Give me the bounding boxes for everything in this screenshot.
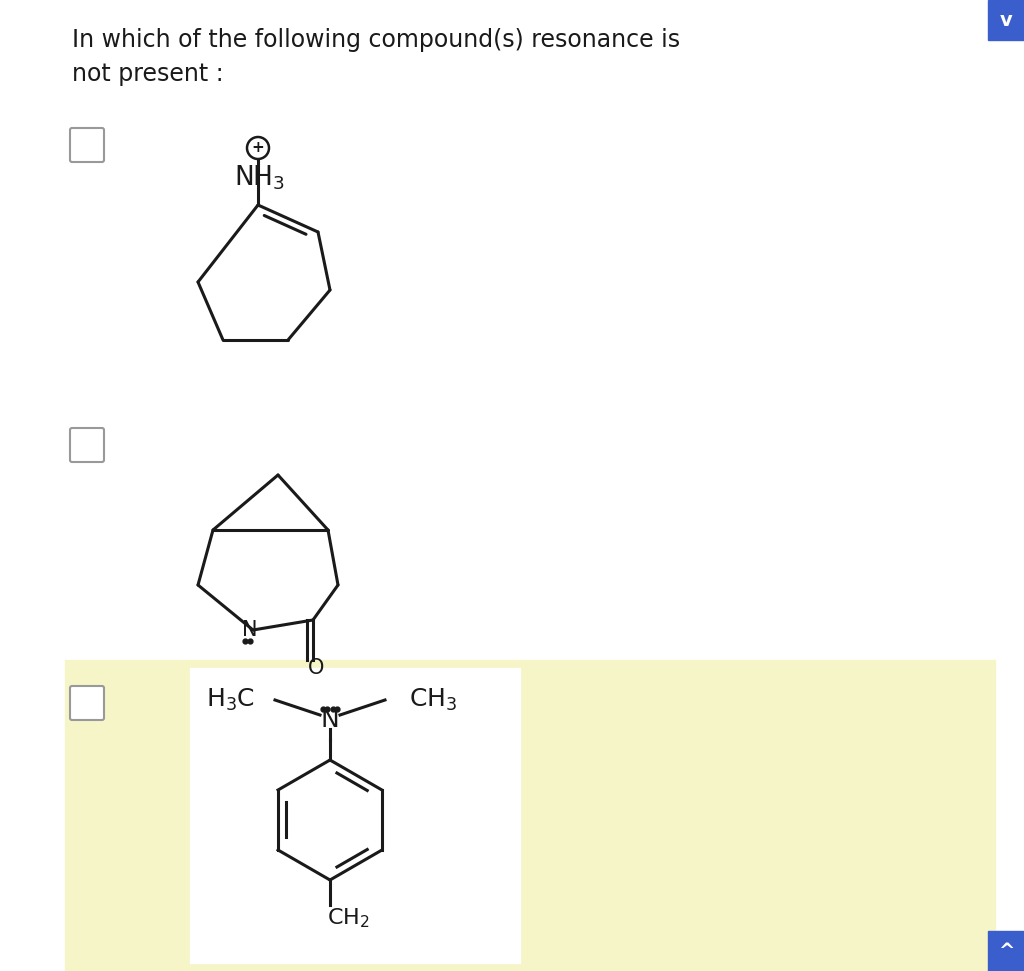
Text: v: v bbox=[999, 11, 1013, 29]
FancyBboxPatch shape bbox=[70, 128, 104, 162]
Text: not present :: not present : bbox=[72, 62, 223, 86]
Bar bbox=[988, 0, 1024, 40]
Bar bbox=[190, 668, 520, 963]
FancyBboxPatch shape bbox=[70, 686, 104, 720]
Text: ^: ^ bbox=[997, 942, 1014, 960]
Text: NH$_3$: NH$_3$ bbox=[234, 163, 286, 191]
Text: N: N bbox=[321, 708, 339, 732]
Text: +: + bbox=[252, 141, 264, 155]
Text: N: N bbox=[243, 620, 258, 640]
Text: O: O bbox=[308, 658, 325, 678]
Text: CH$_2$: CH$_2$ bbox=[327, 906, 370, 930]
Circle shape bbox=[247, 137, 269, 159]
Text: H$_3$C: H$_3$C bbox=[206, 686, 255, 713]
Text: CH$_3$: CH$_3$ bbox=[409, 686, 457, 713]
Bar bbox=[988, 931, 1024, 971]
Bar bbox=[65, 660, 995, 971]
FancyBboxPatch shape bbox=[70, 428, 104, 462]
Text: In which of the following compound(s) resonance is: In which of the following compound(s) re… bbox=[72, 28, 680, 52]
